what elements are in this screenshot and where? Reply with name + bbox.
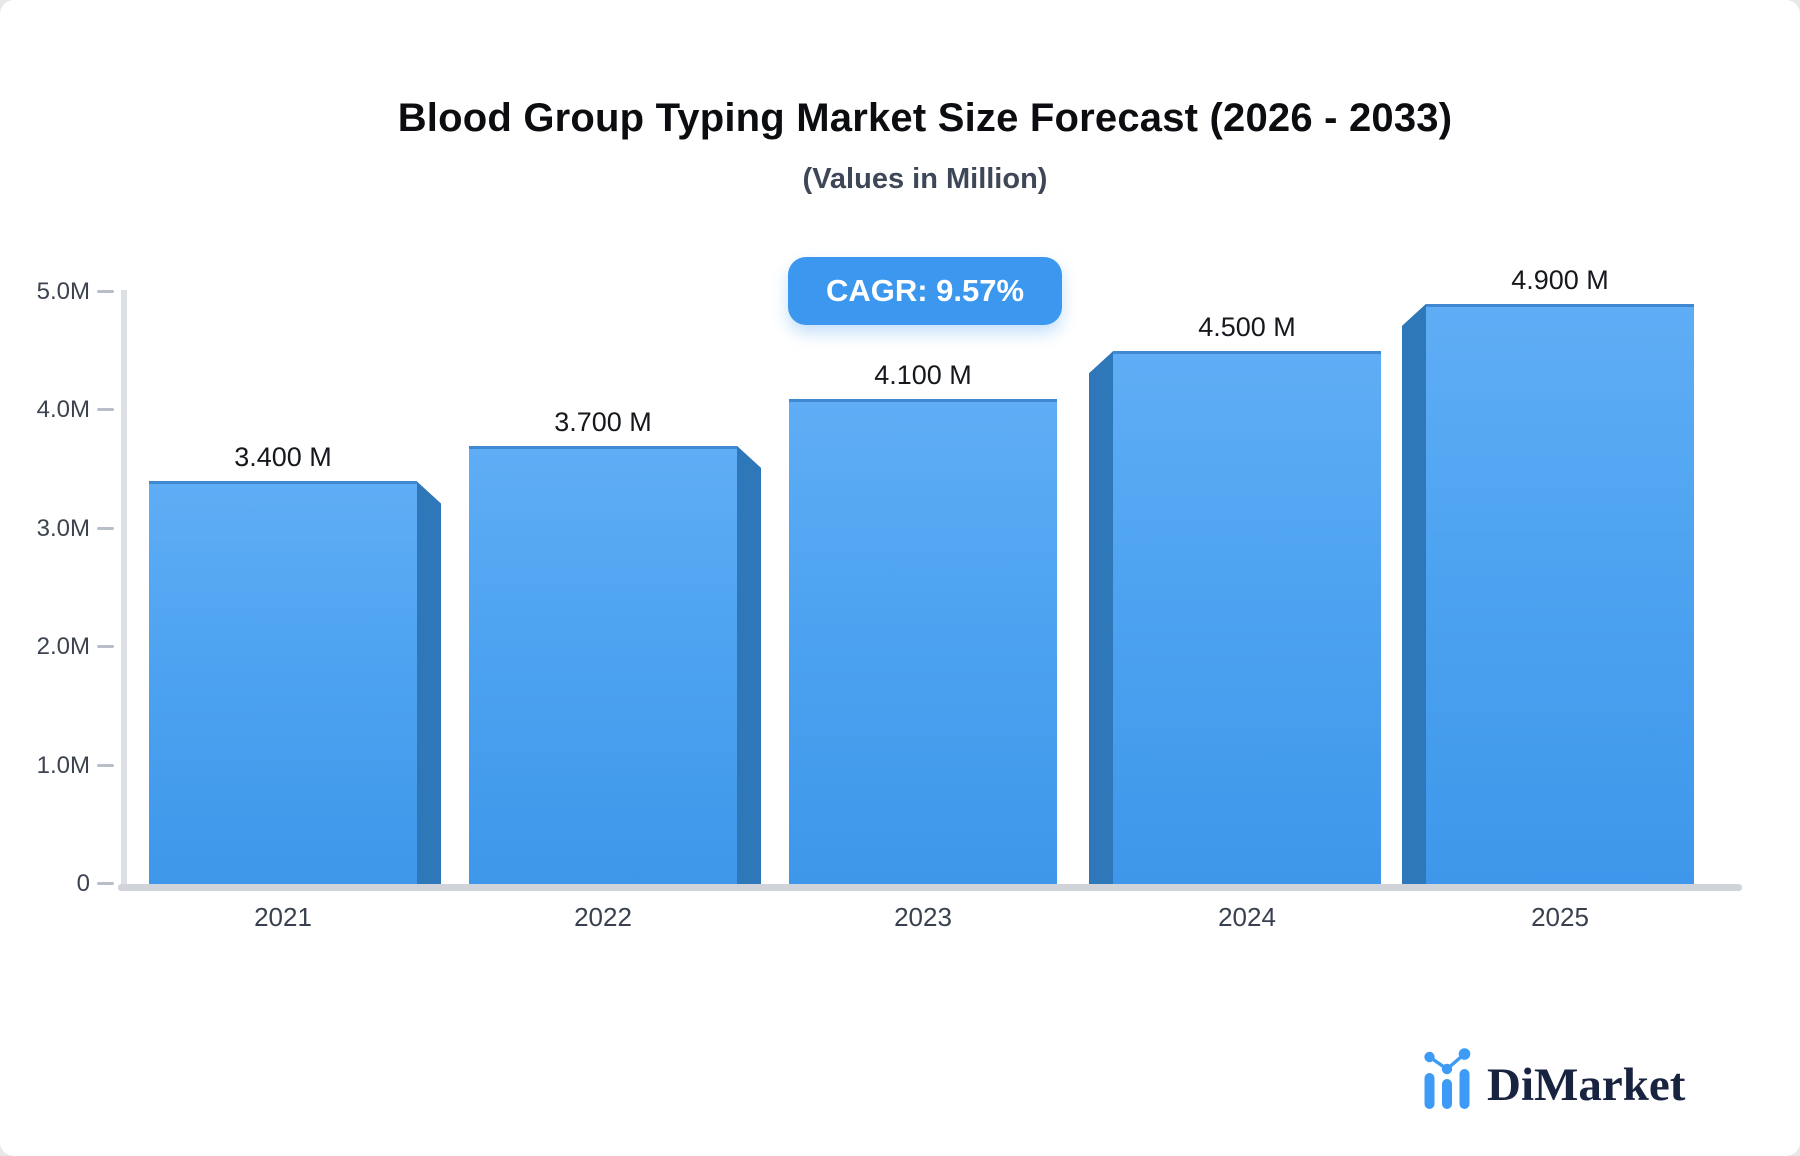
bar-side-panel xyxy=(737,445,761,884)
y-tick-label-5.0M: 5.0M xyxy=(36,278,90,305)
y-tick-mark xyxy=(97,526,114,530)
y-tick-label-4.0M: 4.0M xyxy=(36,396,90,424)
x-tick-label-2023: 2023 xyxy=(894,902,952,932)
dimarket-logo: DiMarket xyxy=(1422,1046,1685,1115)
y-tick-mark xyxy=(97,290,114,293)
bar-2024 xyxy=(1113,351,1381,884)
y-tick-label-3.0M: 3.0M xyxy=(36,514,90,542)
x-tick-label-2025: 2025 xyxy=(1531,902,1589,932)
x-tick-label-2021: 2021 xyxy=(254,902,312,932)
x-tick-label-2024: 2024 xyxy=(1218,902,1276,932)
chart-title: Blood Group Typing Market Size Forecast … xyxy=(397,96,1453,140)
bar-chart-logo-icon xyxy=(1422,1046,1474,1115)
bar-2021 xyxy=(149,481,417,884)
chart-header: Blood Group Typing Market Size Forecast … xyxy=(50,0,1800,196)
bar-2022 xyxy=(469,445,737,884)
y-tick-mark xyxy=(97,763,114,767)
y-tick-label-1.0M: 1.0M xyxy=(36,751,90,779)
bar-2025 xyxy=(1426,303,1694,884)
y-tick-label-0: 0 xyxy=(76,870,90,897)
y-tick-label-2.0M: 2.0M xyxy=(36,633,90,661)
y-axis-line xyxy=(121,290,127,884)
y-tick-mark xyxy=(97,882,114,885)
bar-value-label: 4.500 M xyxy=(1198,312,1296,343)
x-axis-baseline xyxy=(118,884,1742,891)
bar-2023 xyxy=(789,398,1057,884)
bar-value-label: 4.900 M xyxy=(1511,264,1609,295)
bar-value-label: 3.700 M xyxy=(554,406,652,437)
bar-value-label: 4.100 M xyxy=(874,359,972,390)
bar-side-panel xyxy=(1089,351,1113,884)
logo-wordmark: DiMarket xyxy=(1487,1059,1686,1111)
bar-side-panel xyxy=(1402,303,1426,884)
cagr-badge: CAGR: 9.57% xyxy=(788,257,1062,325)
y-tick-mark xyxy=(97,408,114,412)
y-tick-mark xyxy=(97,645,114,649)
chart-subtitle: (Values in Million) xyxy=(802,163,1048,195)
x-tick-label-2022: 2022 xyxy=(574,902,632,932)
bar-value-label: 3.400 M xyxy=(234,442,332,473)
bar-side-panel xyxy=(417,481,441,884)
